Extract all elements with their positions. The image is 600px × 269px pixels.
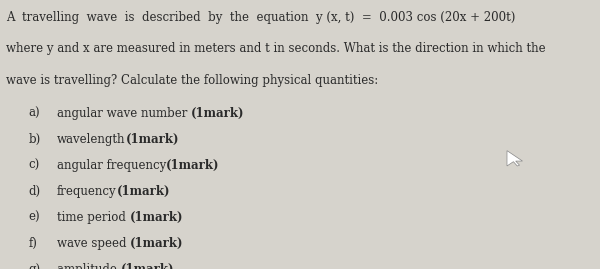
- Text: g): g): [29, 263, 41, 269]
- Text: angular wave number: angular wave number: [57, 107, 191, 119]
- Text: (1mark): (1mark): [130, 211, 183, 224]
- Text: wave is travelling? Calculate the following physical quantities:: wave is travelling? Calculate the follow…: [6, 74, 378, 87]
- Text: c): c): [29, 159, 40, 172]
- Text: where y and x are measured in meters and t in seconds. What is the direction in : where y and x are measured in meters and…: [6, 42, 545, 55]
- Text: (1mark): (1mark): [125, 133, 179, 146]
- Text: wave speed: wave speed: [57, 237, 130, 250]
- Text: amplitude: amplitude: [57, 263, 121, 269]
- Text: (1mark): (1mark): [121, 263, 174, 269]
- Text: (1mark): (1mark): [116, 185, 170, 198]
- Text: frequency: frequency: [57, 185, 116, 198]
- Text: (1mark): (1mark): [130, 237, 184, 250]
- Polygon shape: [507, 151, 523, 166]
- Text: e): e): [29, 211, 40, 224]
- Text: (1mark): (1mark): [191, 107, 245, 119]
- Text: f): f): [29, 237, 38, 250]
- Text: time period: time period: [57, 211, 130, 224]
- Text: d): d): [29, 185, 41, 198]
- Text: angular frequency: angular frequency: [57, 159, 166, 172]
- Text: a): a): [29, 107, 40, 119]
- Text: b): b): [29, 133, 41, 146]
- Text: wavelength: wavelength: [57, 133, 125, 146]
- Text: A  travelling  wave  is  described  by  the  equation  y (x, t)  =  0.003 cos (2: A travelling wave is described by the eq…: [6, 11, 515, 24]
- Text: (1mark): (1mark): [166, 159, 220, 172]
